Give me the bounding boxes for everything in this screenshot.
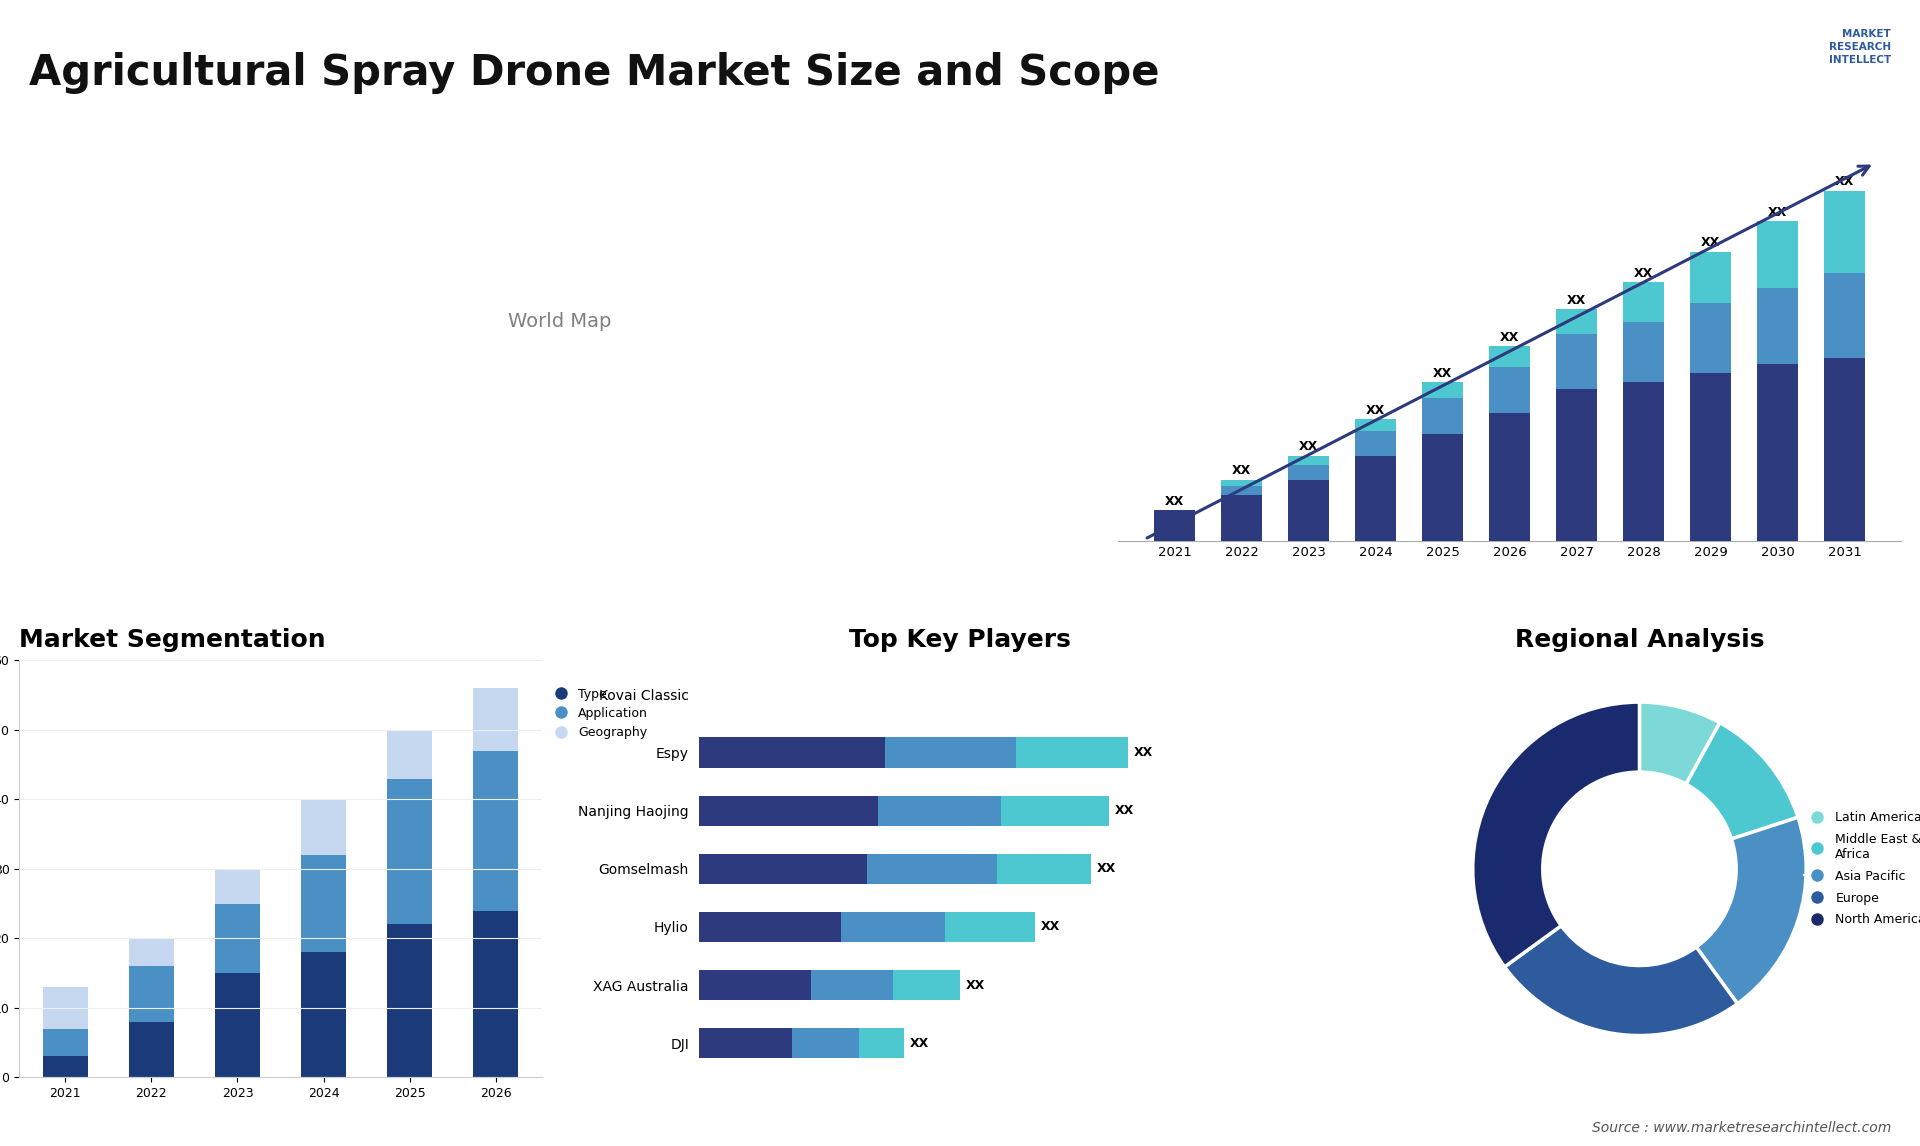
Bar: [474, 689, 518, 751]
Bar: [1423, 383, 1463, 398]
Legend: Type, Application, Geography: Type, Application, Geography: [547, 688, 647, 739]
Bar: [1221, 486, 1263, 495]
Bar: [1555, 333, 1597, 388]
Bar: [699, 738, 885, 768]
Bar: [866, 854, 996, 884]
Bar: [1016, 738, 1129, 768]
Bar: [1288, 456, 1329, 464]
Title: Regional Analysis: Regional Analysis: [1515, 628, 1764, 652]
Bar: [129, 939, 175, 966]
Text: XX: XX: [1768, 205, 1788, 219]
Bar: [858, 1028, 904, 1058]
Bar: [1288, 480, 1329, 541]
Bar: [1356, 419, 1396, 431]
Bar: [1690, 252, 1732, 304]
Bar: [1555, 309, 1597, 333]
Bar: [301, 952, 346, 1077]
Text: XX: XX: [1096, 862, 1116, 876]
Bar: [1221, 480, 1263, 486]
Text: MARKET
RESEARCH
INTELLECT: MARKET RESEARCH INTELLECT: [1830, 29, 1891, 65]
Bar: [1423, 434, 1463, 541]
Bar: [42, 1029, 88, 1057]
Bar: [388, 925, 432, 1077]
Bar: [1423, 398, 1463, 434]
Legend: Latin America, Middle East &
Africa, Asia Pacific, Europe, North America: Latin America, Middle East & Africa, Asi…: [1805, 811, 1920, 926]
Text: XX: XX: [1041, 920, 1060, 934]
Bar: [1622, 322, 1665, 383]
Text: XX: XX: [1233, 464, 1252, 478]
Text: XX: XX: [1432, 367, 1452, 380]
Bar: [791, 1028, 860, 1058]
Bar: [388, 730, 432, 778]
Bar: [1824, 273, 1864, 358]
Bar: [877, 795, 1000, 826]
Bar: [474, 911, 518, 1077]
Bar: [42, 987, 88, 1029]
Bar: [1757, 364, 1799, 541]
Bar: [1288, 464, 1329, 480]
Bar: [1488, 413, 1530, 541]
Text: Agricultural Spray Drone Market Size and Scope: Agricultural Spray Drone Market Size and…: [29, 52, 1160, 94]
Text: XX: XX: [910, 1037, 929, 1050]
Bar: [388, 778, 432, 925]
Title: Top Key Players: Top Key Players: [849, 628, 1071, 652]
Bar: [699, 854, 866, 884]
Bar: [1154, 510, 1196, 541]
Bar: [215, 973, 259, 1077]
Text: Source : www.marketresearchintellect.com: Source : www.marketresearchintellect.com: [1592, 1121, 1891, 1135]
Bar: [699, 795, 877, 826]
Bar: [1555, 388, 1597, 541]
Bar: [1356, 431, 1396, 456]
Wedge shape: [1505, 926, 1738, 1036]
Bar: [699, 1028, 791, 1058]
Bar: [1690, 304, 1732, 374]
Bar: [215, 903, 259, 973]
Bar: [945, 912, 1035, 942]
Text: XX: XX: [1116, 804, 1135, 817]
Wedge shape: [1686, 723, 1797, 839]
Bar: [1690, 374, 1732, 541]
Text: XX: XX: [1300, 440, 1319, 453]
Text: XX: XX: [1634, 267, 1653, 280]
Text: XX: XX: [1567, 295, 1586, 307]
Text: XX: XX: [1836, 175, 1855, 188]
Text: World Map: World Map: [507, 313, 611, 331]
Wedge shape: [1640, 702, 1720, 784]
Bar: [885, 738, 1016, 768]
Bar: [301, 800, 346, 855]
Bar: [810, 970, 893, 1000]
Text: XX: XX: [966, 979, 985, 991]
Bar: [42, 1057, 88, 1077]
Wedge shape: [1695, 817, 1807, 1004]
Bar: [215, 869, 259, 903]
Bar: [893, 970, 960, 1000]
Bar: [996, 854, 1091, 884]
Bar: [1622, 383, 1665, 541]
Bar: [129, 1022, 175, 1077]
Text: XX: XX: [1133, 746, 1152, 759]
Bar: [129, 966, 175, 1022]
Bar: [1757, 288, 1799, 364]
Bar: [1622, 282, 1665, 322]
Wedge shape: [1473, 702, 1640, 967]
Text: XX: XX: [1500, 330, 1519, 344]
Bar: [1824, 358, 1864, 541]
Bar: [841, 912, 945, 942]
Bar: [1488, 367, 1530, 413]
Bar: [1824, 190, 1864, 273]
Bar: [301, 855, 346, 952]
Bar: [1757, 221, 1799, 288]
Text: Market Segmentation: Market Segmentation: [19, 628, 326, 652]
Bar: [1000, 795, 1110, 826]
Text: XX: XX: [1165, 495, 1185, 508]
Bar: [1356, 456, 1396, 541]
Bar: [1488, 346, 1530, 367]
Bar: [699, 912, 841, 942]
Text: XX: XX: [1365, 403, 1384, 417]
Bar: [474, 751, 518, 911]
Bar: [699, 970, 810, 1000]
Bar: [1221, 495, 1263, 541]
Text: XX: XX: [1701, 236, 1720, 249]
